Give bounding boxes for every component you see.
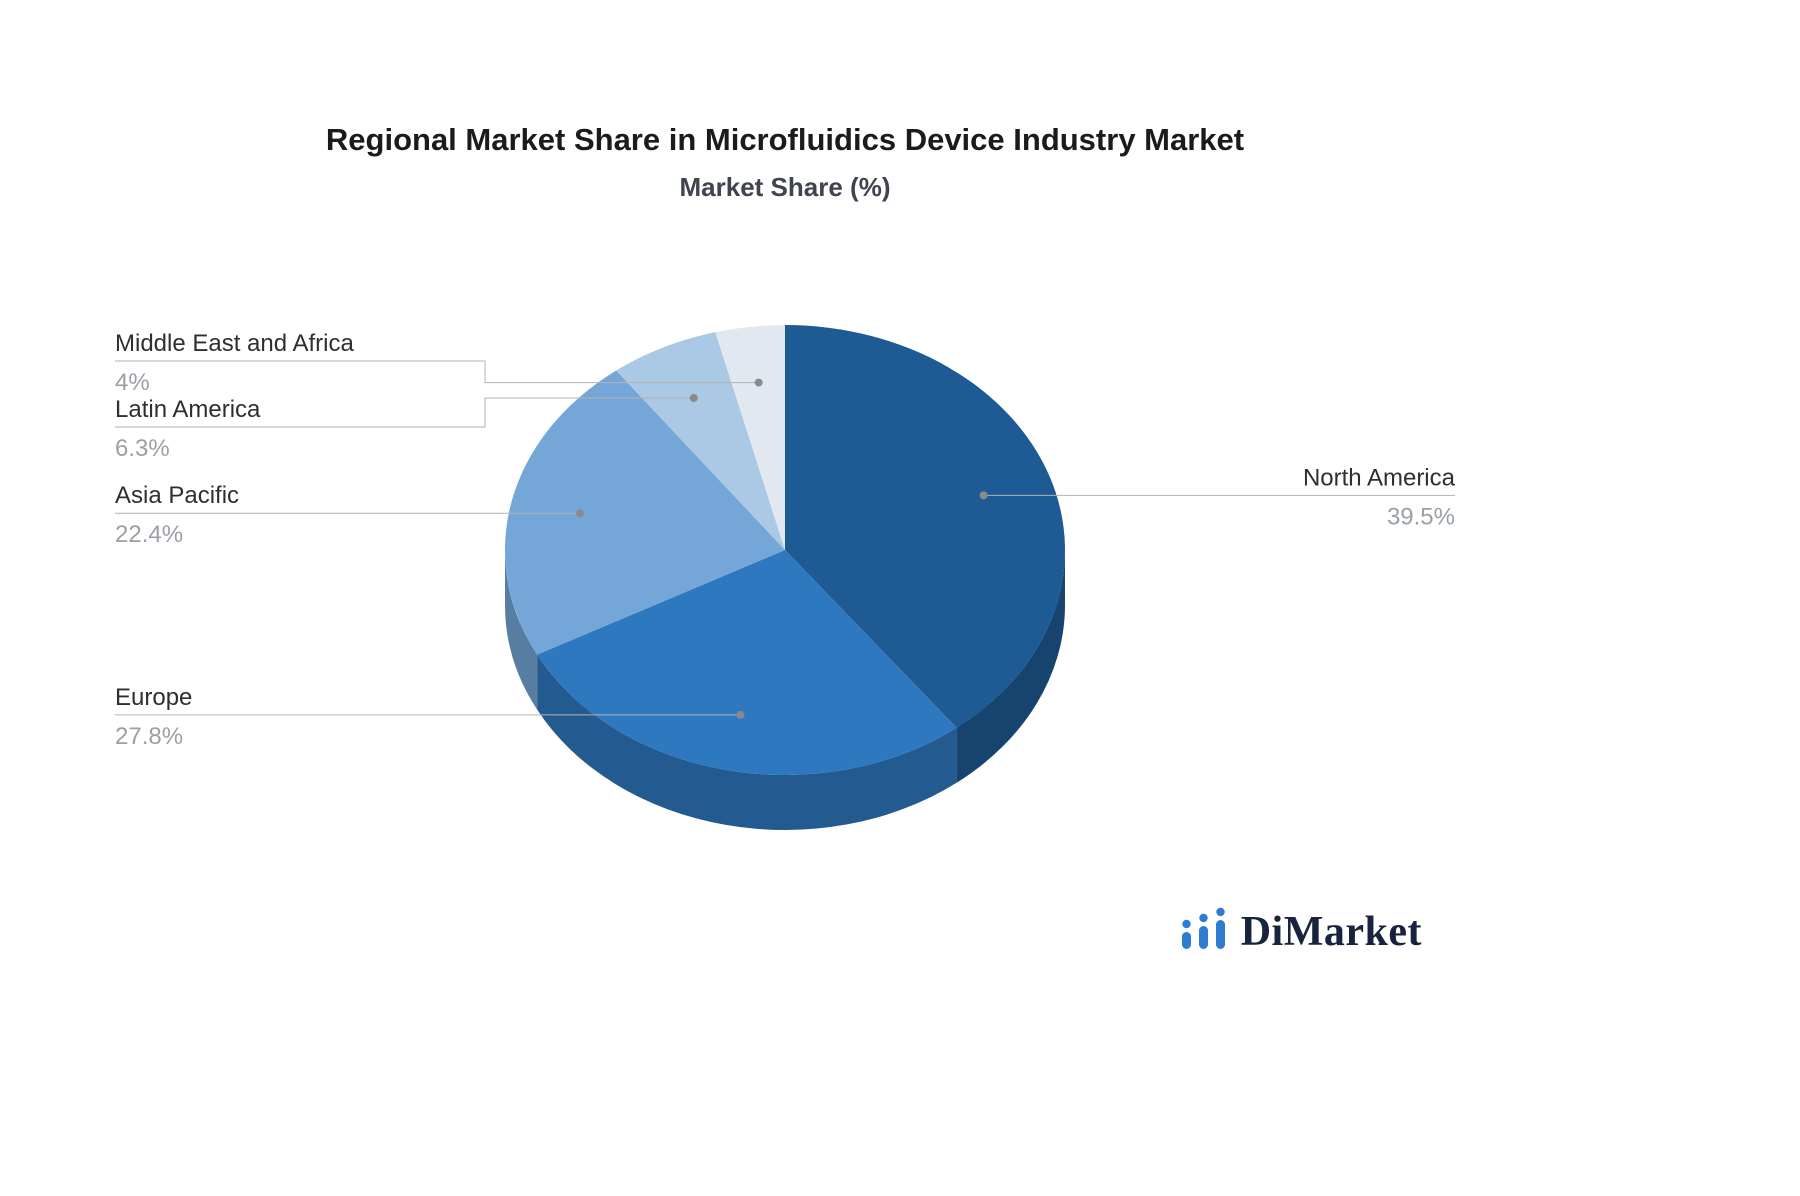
slice-label-layer: North America 39.5% Europe 27.8% Asia Pacifi…	[115, 330, 1456, 750]
leader-dot-middle-east-and-africa	[754, 378, 763, 387]
pie-slice-europe	[537, 550, 957, 775]
slice-label-latin-america: Latin America	[115, 396, 261, 423]
pie-slice-side-asia-pacific	[505, 550, 538, 710]
slice-label-middle-east-and-africa: Middle East and Africa	[115, 330, 354, 357]
pie-slice-side-north-america	[956, 550, 1065, 783]
pie-slice-latin-america	[616, 332, 785, 550]
pie-slices	[505, 325, 1065, 775]
slice-value-europe: 27.8%	[115, 723, 183, 750]
dimarket-logo: DiMarket	[1179, 906, 1422, 956]
chart-subtitle: Market Share (%)	[680, 172, 891, 202]
chart-title: Regional Market Share in Microfluidics D…	[326, 122, 1244, 157]
leader-dot-asia-pacific	[576, 509, 585, 518]
slice-label-asia-pacific: Asia Pacific	[115, 482, 239, 509]
leader-dot-europe	[736, 710, 745, 719]
leader-dot-north-america	[979, 491, 988, 500]
slice-value-north-america: 39.5%	[1387, 503, 1455, 530]
pie-3d-sides	[505, 550, 1065, 830]
leader-dot-latin-america	[689, 393, 698, 402]
pie-slice-north-america	[785, 325, 1065, 728]
leader-line-latin-america	[115, 397, 694, 428]
slice-value-asia-pacific: 22.4%	[115, 521, 183, 548]
logo-text: DiMarket	[1240, 909, 1422, 956]
slice-value-middle-east-and-africa: 4%	[115, 369, 150, 396]
bar-chart-icon	[1181, 907, 1225, 949]
slice-value-latin-america: 6.3%	[115, 435, 170, 462]
slice-label-europe: Europe	[115, 684, 192, 711]
slice-label-north-america: North America	[1303, 464, 1456, 491]
leader-line-middle-east-and-africa	[115, 360, 759, 384]
pie-slice-middle-east-and-africa	[715, 325, 785, 550]
pie-slice-asia-pacific	[505, 370, 785, 655]
pie-slice-side-europe	[537, 654, 957, 830]
